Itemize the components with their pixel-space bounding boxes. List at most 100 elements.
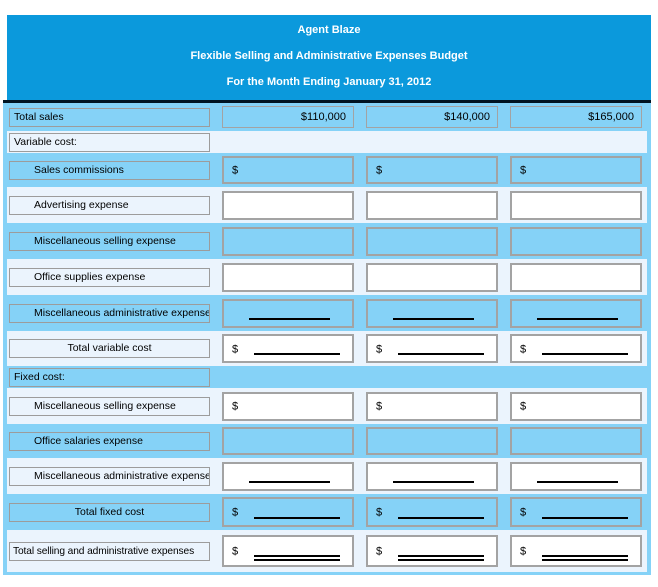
cell-miscellaneous-administrative-expense-fixed-col3[interactable] <box>510 461 642 491</box>
company-name: Agent Blaze <box>297 24 361 36</box>
cell-miscellaneous-selling-expense-variable-col3 <box>510 226 642 256</box>
entry-underline <box>398 517 484 519</box>
cell-advertising-expense-col3[interactable] <box>510 190 642 220</box>
row-label-variable-cost-header: Variable cost: <box>9 132 210 152</box>
dollar-sign: $ <box>232 342 239 355</box>
row-label-total-fixed-cost: Total fixed cost <box>9 502 210 522</box>
budget-table: Total sales $110,000 $140,000 $165,000 Varia… <box>3 103 651 575</box>
row-total-fixed-cost: Total fixed cost $ $ $ <box>7 494 647 530</box>
cell-miscellaneous-administrative-expense-variable-col1 <box>222 298 354 328</box>
row-variable-cost-header: Variable cost: <box>7 131 647 153</box>
cell-miscellaneous-administrative-expense-fixed-col1[interactable] <box>222 461 354 491</box>
row-label-miscellaneous-administrative-expense-fixed: Miscellaneous administrative expense <box>9 466 210 486</box>
entry-underline <box>542 353 628 355</box>
cell-miscellaneous-administrative-expense-fixed-col2[interactable] <box>366 461 498 491</box>
cell-miscellaneous-administrative-expense-variable-col3 <box>510 298 642 328</box>
row-label-office-supplies-expense: Office supplies expense <box>9 267 210 287</box>
dollar-sign: $ <box>520 506 527 519</box>
cell-sales-commissions-col3: $ <box>510 156 642 184</box>
dollar-sign: $ <box>376 506 383 519</box>
cell-office-supplies-expense-col1[interactable] <box>222 262 354 292</box>
header-separator <box>3 100 651 103</box>
budget-worksheet: Agent Blaze Flexible Selling and Adminis… <box>3 15 651 575</box>
row-total-variable-cost: Total variable cost $ $ $ <box>7 331 647 366</box>
report-header: Agent Blaze Flexible Selling and Adminis… <box>7 15 651 100</box>
row-miscellaneous-administrative-expense-variable: Miscellaneous administrative expense <box>7 295 647 331</box>
row-label-total-variable-cost: Total variable cost <box>9 339 210 358</box>
cell-total-fixed-cost-col2: $ <box>366 497 498 527</box>
entry-underline <box>542 517 628 519</box>
row-advertising-expense: Advertising expense <box>7 187 647 223</box>
cell-total-selling-and-administrative-expenses-col1[interactable]: $ <box>222 535 354 567</box>
cell-total-variable-cost-col3[interactable]: $ <box>510 334 642 363</box>
row-label-miscellaneous-administrative-expense-variable: Miscellaneous administrative expense <box>9 303 210 323</box>
cell-total-variable-cost-col1[interactable]: $ <box>222 334 354 363</box>
cell-advertising-expense-col1[interactable] <box>222 190 354 220</box>
entry-underline <box>254 353 340 355</box>
cell-sales-commissions-col1: $ <box>222 156 354 184</box>
dollar-sign: $ <box>232 164 239 177</box>
entry-underline <box>254 517 340 519</box>
cell-total-sales-col1: $110,000 <box>222 106 354 128</box>
row-label-advertising-expense: Advertising expense <box>9 195 210 215</box>
dollar-sign: $ <box>376 545 383 558</box>
grand-total-double-underline <box>542 555 628 561</box>
grand-total-double-underline <box>398 555 484 561</box>
entry-underline <box>537 480 618 483</box>
dollar-sign: $ <box>520 400 527 413</box>
row-label-total-selling-and-administrative-expenses: Total selling and administrative expense… <box>9 541 210 561</box>
cell-total-fixed-cost-col3: $ <box>510 497 642 527</box>
cell-sales-commissions-col2: $ <box>366 156 498 184</box>
cell-total-sales-col2: $140,000 <box>366 106 498 128</box>
dollar-sign: $ <box>520 342 527 355</box>
dollar-sign: $ <box>376 342 383 355</box>
cell-advertising-expense-col2[interactable] <box>366 190 498 220</box>
entry-underline <box>393 317 474 320</box>
row-total-sales: Total sales $110,000 $140,000 $165,000 <box>7 103 647 131</box>
cell-office-salaries-expense-col3 <box>510 427 642 455</box>
row-label-miscellaneous-selling-expense-variable: Miscellaneous selling expense <box>9 231 210 251</box>
row-label-fixed-cost-header: Fixed cost: <box>9 367 210 387</box>
cell-total-selling-and-administrative-expenses-col3[interactable]: $ <box>510 535 642 567</box>
entry-underline <box>249 480 330 483</box>
report-period: For the Month Ending January 31, 2012 <box>226 76 432 88</box>
row-label-sales-commissions: Sales commissions <box>9 160 210 180</box>
row-sales-commissions: Sales commissions $ $ $ <box>7 153 647 187</box>
row-miscellaneous-selling-expense-fixed: Miscellaneous selling expense $ $ $ <box>7 388 647 424</box>
row-label-total-sales: Total sales <box>9 107 210 127</box>
cell-miscellaneous-selling-expense-variable-col2 <box>366 226 498 256</box>
row-miscellaneous-administrative-expense-fixed: Miscellaneous administrative expense <box>7 458 647 494</box>
cell-office-salaries-expense-col1 <box>222 427 354 455</box>
dollar-sign: $ <box>232 506 239 519</box>
entry-underline <box>537 317 618 320</box>
dollar-sign: $ <box>376 164 383 177</box>
cell-miscellaneous-administrative-expense-variable-col2 <box>366 298 498 328</box>
row-office-salaries-expense: Office salaries expense <box>7 424 647 458</box>
row-total-selling-and-administrative-expenses: Total selling and administrative expense… <box>7 530 647 572</box>
report-title: Flexible Selling and Administrative Expe… <box>190 50 468 62</box>
row-label-miscellaneous-selling-expense-fixed: Miscellaneous selling expense <box>9 396 210 416</box>
grand-total-double-underline <box>254 555 340 561</box>
row-office-supplies-expense: Office supplies expense <box>7 259 647 295</box>
dollar-sign: $ <box>232 400 239 413</box>
entry-underline <box>398 353 484 355</box>
dollar-sign: $ <box>520 545 527 558</box>
cell-total-selling-and-administrative-expenses-col2[interactable]: $ <box>366 535 498 567</box>
entry-underline <box>249 317 330 320</box>
cell-miscellaneous-selling-expense-fixed-col3[interactable]: $ <box>510 391 642 421</box>
cell-miscellaneous-selling-expense-fixed-col2[interactable]: $ <box>366 391 498 421</box>
cell-office-salaries-expense-col2 <box>366 427 498 455</box>
row-fixed-cost-header: Fixed cost: <box>7 366 647 388</box>
cell-total-sales-col3: $165,000 <box>510 106 642 128</box>
cell-office-supplies-expense-col2[interactable] <box>366 262 498 292</box>
row-label-office-salaries-expense: Office salaries expense <box>9 431 210 451</box>
cell-total-fixed-cost-col1: $ <box>222 497 354 527</box>
dollar-sign: $ <box>376 400 383 413</box>
cell-total-variable-cost-col2[interactable]: $ <box>366 334 498 363</box>
cell-office-supplies-expense-col3[interactable] <box>510 262 642 292</box>
row-miscellaneous-selling-expense-variable: Miscellaneous selling expense <box>7 223 647 259</box>
dollar-sign: $ <box>520 164 527 177</box>
dollar-sign: $ <box>232 545 239 558</box>
cell-miscellaneous-selling-expense-variable-col1 <box>222 226 354 256</box>
cell-miscellaneous-selling-expense-fixed-col1[interactable]: $ <box>222 391 354 421</box>
